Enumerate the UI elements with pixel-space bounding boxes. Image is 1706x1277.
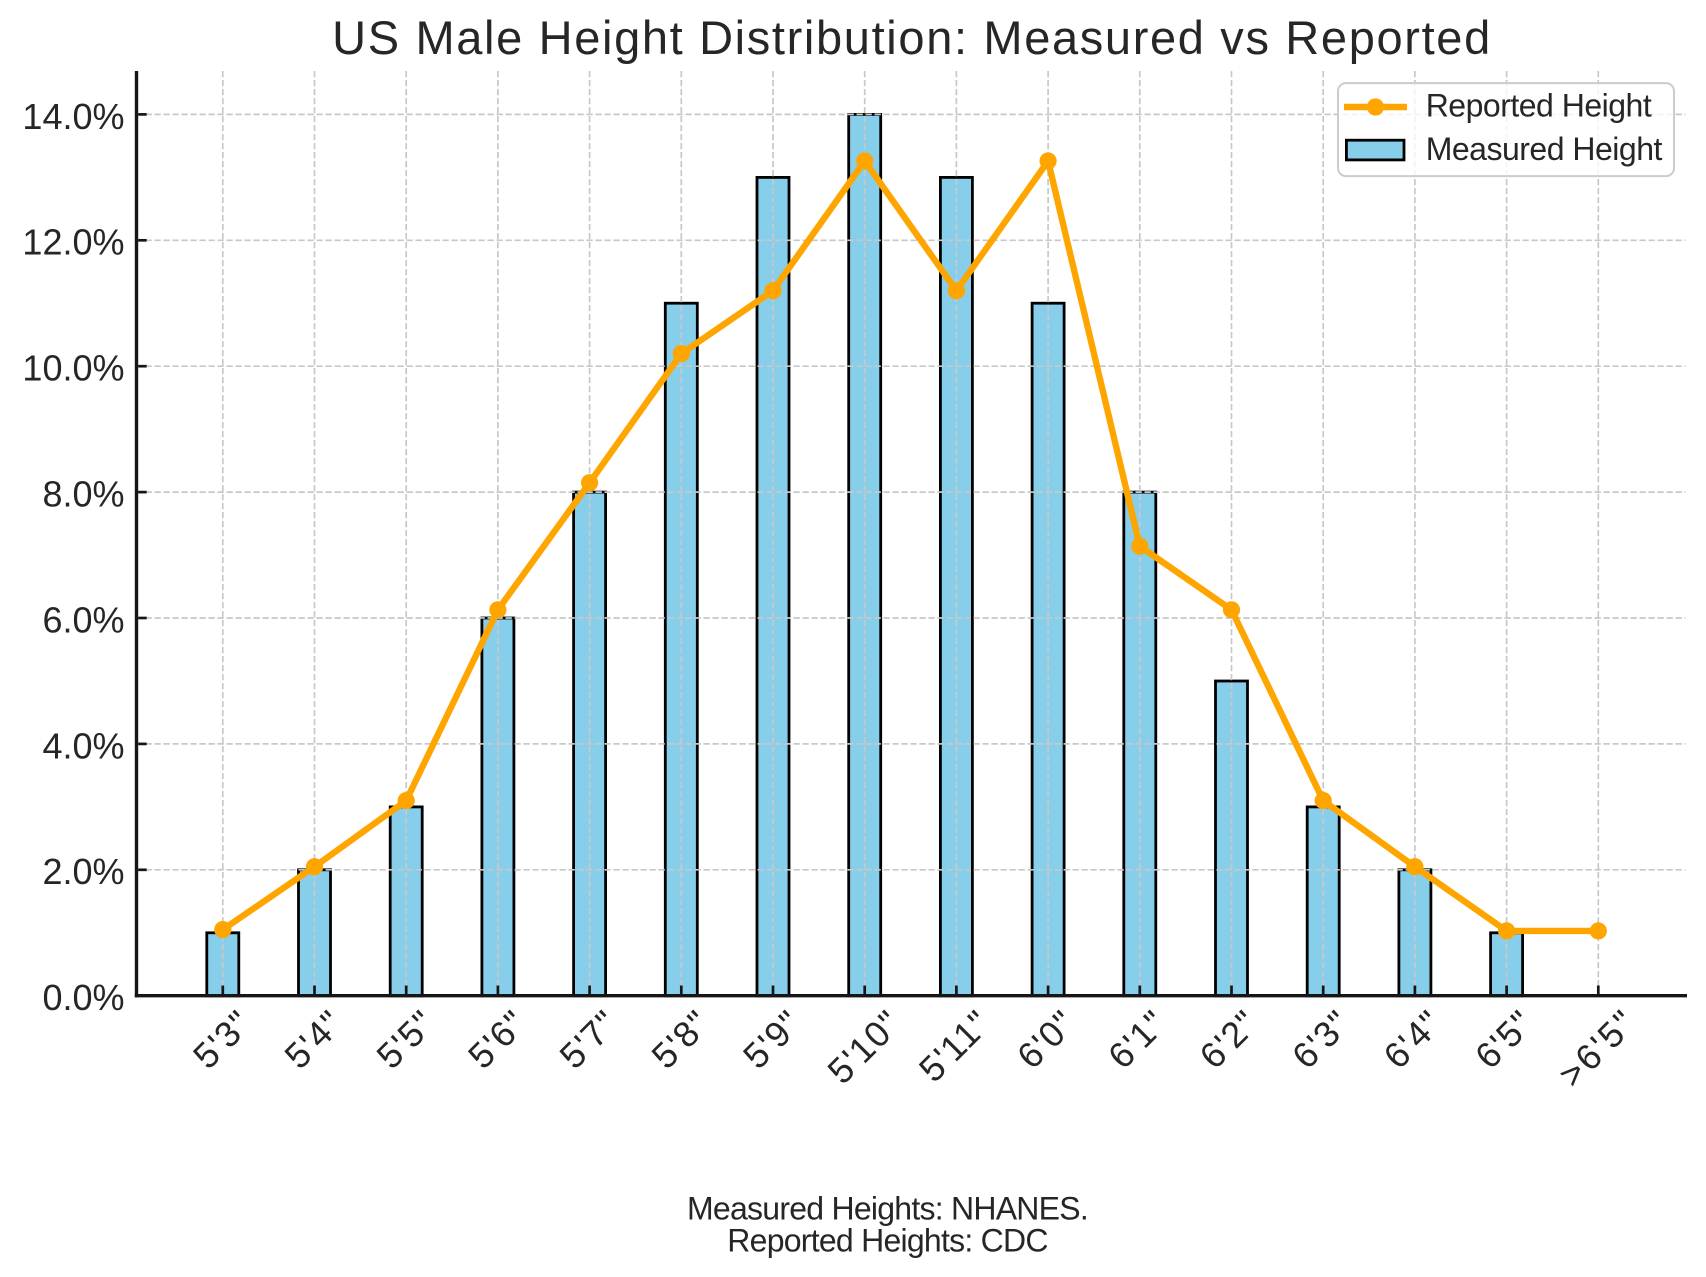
svg-text:Measured Heights: NHANES.: Measured Heights: NHANES. — [687, 1191, 1088, 1227]
svg-text:US Male Height Distribution: M: US Male Height Distribution: Measured vs… — [332, 11, 1492, 64]
svg-text:2.0%: 2.0% — [42, 851, 124, 892]
svg-text:Reported Heights: CDC: Reported Heights: CDC — [727, 1223, 1047, 1259]
svg-text:14.0%: 14.0% — [22, 96, 124, 137]
svg-text:10.0%: 10.0% — [22, 348, 124, 389]
svg-text:Measured Height: Measured Height — [1426, 131, 1663, 167]
svg-text:Reported Height: Reported Height — [1426, 88, 1652, 124]
svg-text:8.0%: 8.0% — [42, 474, 124, 515]
svg-text:0.0%: 0.0% — [42, 977, 124, 1018]
svg-text:6.0%: 6.0% — [42, 599, 124, 640]
svg-text:12.0%: 12.0% — [22, 222, 124, 263]
svg-text:4.0%: 4.0% — [42, 725, 124, 766]
